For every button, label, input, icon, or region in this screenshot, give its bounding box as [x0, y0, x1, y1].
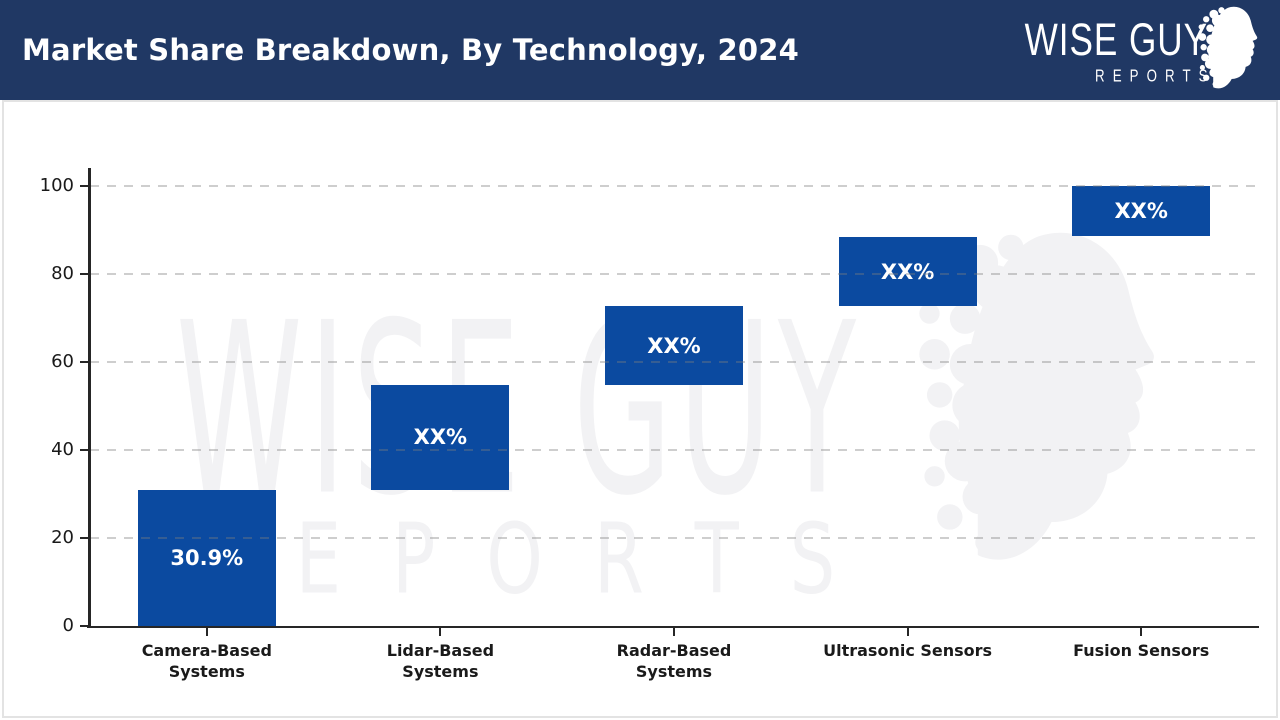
- y-tick-60: [80, 361, 89, 363]
- bar-radar-based-systems: XX%: [605, 306, 743, 385]
- gridline-80: [90, 273, 1258, 275]
- gridline-20: [90, 537, 1258, 539]
- x-tick-camera-based-systems: [205, 627, 208, 636]
- bar-value-label: XX%: [1114, 199, 1168, 224]
- brand-subname: REPORTS: [1095, 65, 1216, 85]
- gridline-60: [90, 361, 1258, 363]
- x-category-label-radar-based-systems: Radar-Based Systems: [616, 641, 732, 681]
- x-category-label-lidar-based-systems: Lidar-Based Systems: [386, 641, 495, 681]
- gridline-40: [90, 449, 1258, 451]
- brand-name: WISE GUY: [1024, 14, 1208, 65]
- y-tick-80: [80, 273, 89, 275]
- bar-fusion-sensors: XX%: [1072, 186, 1211, 237]
- x-tick-fusion-sensors: [1140, 627, 1143, 636]
- x-category-label-camera-based-systems: Camera-Based Systems: [141, 641, 272, 681]
- header-bar: Market Share Breakdown, By Technology, 2…: [0, 0, 1280, 100]
- plot-area: 0 20 40 60 80 100 30.9% XX% XX% XX% XX% Camera-Base…: [40, 168, 1259, 681]
- y-tick-0: [80, 625, 89, 627]
- x-category-label-ultrasonic-sensors: Ultrasonic Sensors: [823, 641, 993, 660]
- chart-title: Market Share Breakdown, By Technology, 2…: [22, 33, 800, 67]
- y-tick-label-20: 20: [51, 527, 74, 548]
- y-tick-label-80: 80: [51, 263, 74, 284]
- wise-guy-face-icon: [1196, 4, 1266, 97]
- bar-camera-based-systems: 30.9%: [137, 490, 276, 626]
- y-tick-label-100: 100: [39, 175, 74, 196]
- x-tick-radar-based-systems: [673, 627, 675, 636]
- y-tick-40: [80, 449, 89, 451]
- bar-value-label: XX%: [413, 425, 468, 450]
- bar-value-label: 30.9%: [170, 546, 244, 571]
- bar-value-label: XX%: [647, 333, 701, 358]
- bar-ultrasonic-sensors: XX%: [838, 237, 977, 307]
- chart-card: WISE GUY R E P O R T S 0 20 40 60 80 100 30.9%…: [2, 100, 1278, 718]
- y-tick-label-0: 0: [62, 615, 74, 636]
- y-tick-100: [80, 185, 89, 187]
- x-axis-line: [87, 625, 1259, 628]
- gridline-100: [90, 185, 1258, 187]
- bar-value-label: XX%: [880, 259, 935, 284]
- y-axis-line: [88, 168, 91, 628]
- brand-logo: WISE GUY REPORTS: [1015, 4, 1266, 97]
- y-tick-20: [80, 537, 89, 539]
- brand-text: WISE GUY REPORTS: [1025, 16, 1208, 83]
- x-tick-lidar-based-systems: [439, 627, 442, 636]
- y-tick-label-40: 40: [51, 439, 74, 460]
- x-category-label-fusion-sensors: Fusion Sensors: [1073, 641, 1210, 660]
- bar-lidar-based-systems: XX%: [371, 384, 510, 491]
- x-tick-ultrasonic-sensors: [906, 627, 909, 636]
- y-tick-label-60: 60: [51, 351, 74, 372]
